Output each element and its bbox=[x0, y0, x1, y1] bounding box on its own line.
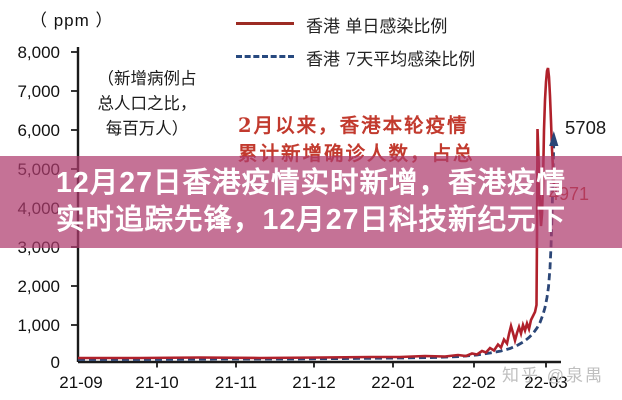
headline-line-2: 实时追踪先锋，12月27日科技新纪元下 bbox=[56, 204, 566, 236]
dashed-series-trend-arrow-icon bbox=[549, 131, 559, 146]
red-annotation-line-1: 2月以来，香港本轮疫情 bbox=[238, 114, 469, 137]
legend-label-daily: 香港 单日感染比例 bbox=[306, 17, 448, 37]
note-line-3: 每百万人） bbox=[105, 119, 189, 138]
x-axis-tick-label: 22-03 bbox=[524, 373, 568, 392]
x-axis-tick-label: 21-12 bbox=[292, 373, 336, 392]
dashed-series-end-value-label: 5708 bbox=[565, 117, 607, 138]
y-axis-tick-label: 0 bbox=[50, 353, 60, 372]
y-axis-tick-label: 8,000 bbox=[17, 43, 60, 62]
x-axis-tick-label: 21-11 bbox=[214, 373, 258, 392]
legend-label-7day-average: 香港 7天平均感染比例 bbox=[306, 50, 476, 70]
x-axis-tick-label: 21-10 bbox=[135, 373, 179, 392]
line-series-daily bbox=[78, 67, 556, 360]
note-line-2: 总人口之比， bbox=[97, 94, 197, 113]
headline-line-1: 12月27日香港疫情实时新增，香港疫情 bbox=[56, 167, 566, 199]
y-axis-tick-label: 6,000 bbox=[17, 121, 60, 140]
y-axis-unit-label: （ ppm ） bbox=[30, 11, 114, 30]
legend-line-solid-icon bbox=[236, 22, 294, 25]
legend-line-dashed-icon bbox=[236, 55, 294, 58]
x-axis-tick-label: 22-02 bbox=[452, 373, 496, 392]
watermark: 知乎 @泉禺 bbox=[502, 366, 604, 385]
headline-banner-overlay: 12月27日香港疫情实时新增，香港疫情 实时追踪先锋，12月27日科技新纪元下 bbox=[0, 156, 622, 248]
axis-definition-note: （新增病例占 总人口之比， 每百万人） bbox=[82, 66, 212, 141]
x-axis-tick-label: 21-09 bbox=[59, 373, 103, 392]
note-line-1: （新增病例占 bbox=[97, 69, 197, 88]
y-axis-tick-label: 7,000 bbox=[17, 82, 60, 101]
y-axis-tick-label: 2,000 bbox=[17, 277, 60, 296]
y-axis-tick-label: 1,000 bbox=[17, 316, 60, 335]
x-axis-tick-label: 22-01 bbox=[371, 373, 415, 392]
